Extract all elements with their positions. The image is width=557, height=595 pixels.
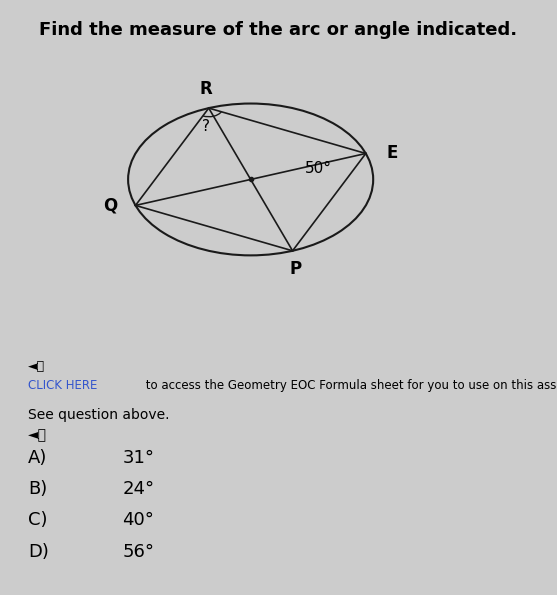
Text: 31°: 31° xyxy=(123,449,154,466)
Text: Find the measure of the arc or angle indicated.: Find the measure of the arc or angle ind… xyxy=(40,21,517,39)
Text: Q: Q xyxy=(103,196,117,214)
Text: 24°: 24° xyxy=(123,480,155,498)
Text: E: E xyxy=(387,145,398,162)
Text: ◄⧗: ◄⧗ xyxy=(28,428,47,442)
Text: ◄⧗: ◄⧗ xyxy=(28,360,45,373)
Text: See question above.: See question above. xyxy=(28,408,169,422)
Text: to access the Geometry EOC Formula sheet for you to use on this assessme: to access the Geometry EOC Formula sheet… xyxy=(142,379,557,392)
Text: ?: ? xyxy=(202,118,210,133)
Text: CLICK HERE: CLICK HERE xyxy=(28,379,97,392)
Text: P: P xyxy=(289,261,301,278)
Text: R: R xyxy=(199,80,212,98)
Text: 56°: 56° xyxy=(123,543,154,561)
Text: A): A) xyxy=(28,449,47,466)
Text: C): C) xyxy=(28,511,47,530)
Text: D): D) xyxy=(28,543,48,561)
Text: B): B) xyxy=(28,480,47,498)
Text: 50°: 50° xyxy=(305,161,331,176)
Text: 40°: 40° xyxy=(123,511,154,530)
